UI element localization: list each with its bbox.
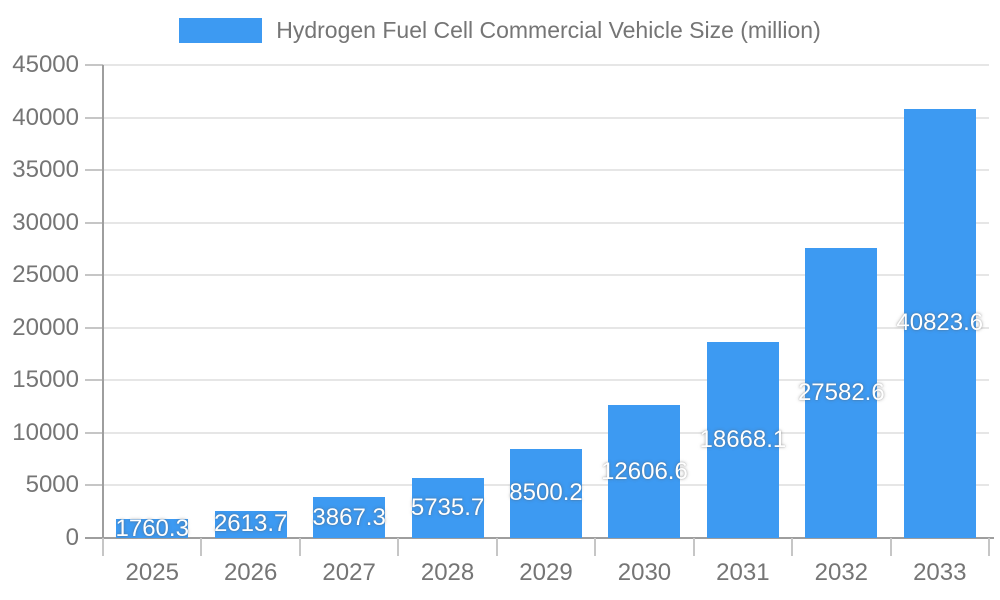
- y-tick-mark: [85, 116, 103, 119]
- y-tick-label: 20000: [12, 313, 79, 341]
- x-axis-label: 2032: [814, 559, 869, 586]
- x-axis-label: 2030: [617, 559, 672, 586]
- gridline: [103, 221, 989, 224]
- bar[interactable]: 8500.2: [509, 448, 583, 538]
- x-tick-mark: [298, 538, 301, 556]
- y-tick-label: 10000: [12, 418, 79, 446]
- y-tick-mark: [85, 484, 103, 487]
- bar[interactable]: 5735.7: [410, 477, 485, 538]
- y-tick-label: 25000: [12, 261, 79, 289]
- x-tick-mark: [200, 538, 203, 556]
- y-tick-mark: [85, 431, 103, 434]
- x-tick-mark: [102, 538, 104, 556]
- gridline: [103, 326, 989, 329]
- x-tick-mark: [889, 538, 892, 556]
- y-tick-label: 15000: [12, 366, 79, 394]
- bar[interactable]: 1760.3: [116, 515, 189, 542]
- y-tick-mark: [85, 379, 103, 382]
- bar-value-label: 2613.7: [213, 510, 288, 538]
- legend-swatch[interactable]: [179, 18, 263, 43]
- y-tick-label: 0: [65, 524, 79, 551]
- bar[interactable]: 27582.6: [798, 248, 885, 538]
- x-axis-line: [85, 537, 994, 539]
- x-axis-label: 2031: [716, 559, 770, 586]
- y-tick-mark: [85, 326, 103, 329]
- y-tick-label: 5000: [25, 471, 79, 499]
- x-tick-mark: [692, 538, 695, 556]
- gridline: [103, 169, 989, 172]
- bar-value-label: 12606.6: [601, 457, 688, 485]
- x-tick-mark: [791, 538, 794, 556]
- x-axis-label: 2033: [913, 559, 967, 586]
- x-tick-mark: [594, 538, 597, 556]
- gridline: [103, 379, 989, 382]
- y-tick-label: 40000: [12, 103, 79, 131]
- x-axis-label: 2025: [125, 559, 179, 586]
- x-axis-label: 2029: [519, 559, 573, 586]
- y-tick-mark: [85, 274, 103, 277]
- bar[interactable]: 40823.6: [896, 108, 983, 538]
- x-axis-label: 2026: [223, 559, 278, 586]
- x-axis-label: 2028: [420, 559, 475, 586]
- y-tick-label: 35000: [12, 156, 79, 184]
- bar-value-label: 18668.1: [699, 425, 787, 453]
- bar-value-label: 1760.3: [115, 514, 189, 542]
- y-tick-mark: [85, 221, 103, 224]
- bar-value-label: 8500.2: [509, 479, 583, 507]
- y-tick-label: 45000: [12, 51, 79, 78]
- x-tick-mark: [495, 538, 498, 556]
- gridline: [103, 274, 989, 277]
- x-tick-mark: [397, 538, 400, 556]
- x-tick-mark: [988, 538, 990, 556]
- legend[interactable]: Hydrogen Fuel Cell Commercial Vehicle Si…: [0, 17, 1000, 44]
- bar[interactable]: 3867.3: [312, 497, 386, 538]
- bar-value-label: 27582.6: [797, 379, 885, 407]
- gridline: [103, 431, 989, 434]
- y-tick-mark: [85, 64, 103, 66]
- y-tick-mark: [85, 169, 103, 172]
- legend-label[interactable]: Hydrogen Fuel Cell Commercial Vehicle Si…: [276, 17, 821, 43]
- gridline: [103, 64, 989, 66]
- x-axis-label: 2027: [322, 559, 376, 586]
- bar[interactable]: 18668.1: [699, 341, 786, 538]
- bar-value-label: 3867.3: [312, 503, 386, 531]
- y-tick-label: 30000: [12, 208, 79, 236]
- bar-value-label: 40823.6: [896, 309, 984, 337]
- bar-value-label: 5735.7: [410, 493, 485, 521]
- bar[interactable]: 2613.7: [213, 510, 288, 538]
- y-axis-line: [102, 65, 104, 556]
- bar[interactable]: 12606.6: [601, 405, 688, 538]
- gridline: [103, 116, 989, 119]
